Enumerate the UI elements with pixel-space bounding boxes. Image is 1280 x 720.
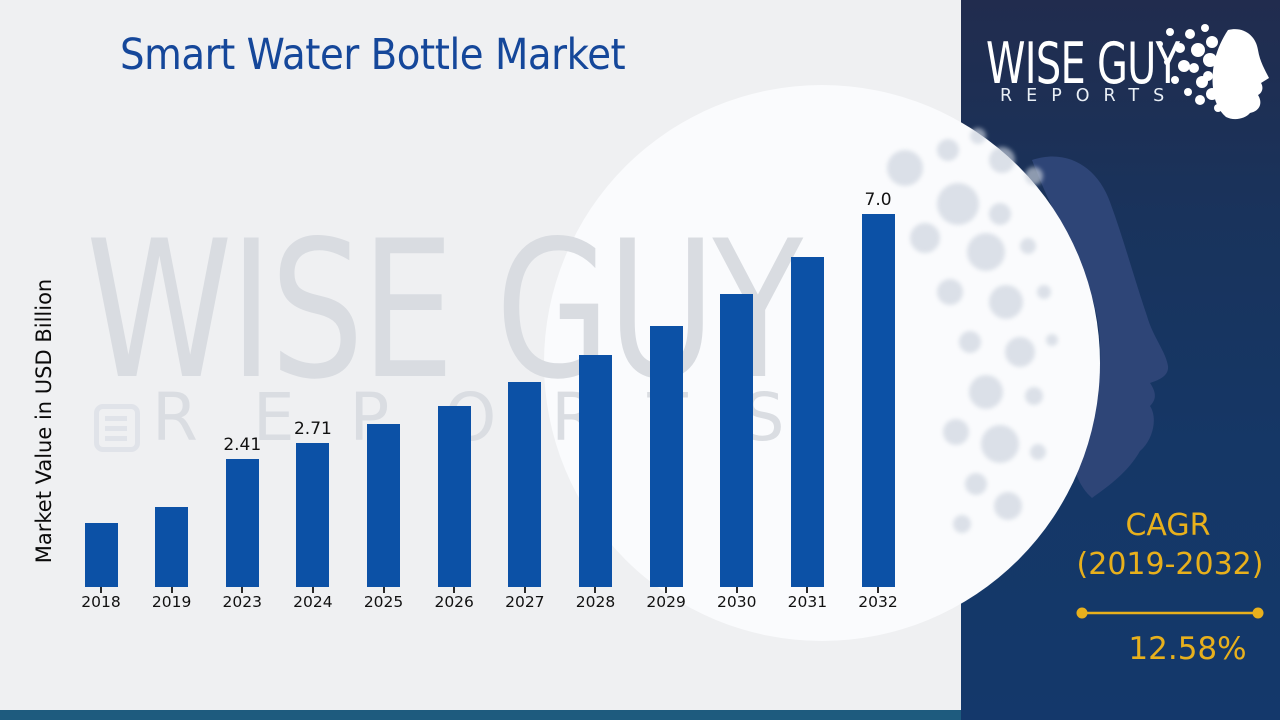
bar-2031 [790,256,824,587]
logo-reports-text: REPORTS [1000,86,1179,106]
x-axis-tick [453,587,456,593]
watermark-wordmark: WISE GUY [86,200,803,421]
y-axis-label: Market Value in USD Billion [32,278,56,564]
x-tick-label-2031: 2031 [787,593,828,611]
x-tick-label-2026: 2026 [434,593,474,611]
bar-2023 [225,458,259,587]
bar-2019 [155,507,189,587]
x-axis-tick [877,587,880,593]
x-tick-label-2018: 2018 [81,593,121,611]
x-tick-label-2027: 2027 [505,593,545,611]
bar-value-label-2023: 2.41 [223,434,262,455]
bar-2025 [367,424,401,587]
x-axis-tick [170,587,173,593]
bar-2027 [508,381,542,587]
footer-accent-strip [0,710,961,720]
x-tick-label-2028: 2028 [575,593,616,611]
bar-2026 [437,405,471,587]
cagr-range: (2019-2032) [1076,547,1264,582]
x-axis-tick [735,587,738,593]
bar-2028 [578,355,612,587]
x-axis-tick [806,587,809,593]
bar-2024 [296,442,330,587]
x-axis-tick [523,587,526,593]
x-axis-tick [594,587,597,593]
x-tick-label-2030: 2030 [717,593,757,611]
x-axis-tick [241,587,244,593]
x-tick-label-2025: 2025 [363,593,404,611]
bar-value-label-2032: 7.0 [864,189,892,210]
x-tick-label-2024: 2024 [293,593,333,611]
face-profile-dots-icon [1157,24,1269,120]
x-axis-tick [311,587,314,593]
bar-value-label-2024: 2.71 [293,418,332,439]
bar-2030 [720,293,754,587]
report-list-icon [94,404,140,452]
x-axis-tick [382,587,385,593]
cagr-label: CAGR [1125,508,1211,543]
x-tick-label-2019: 2019 [151,593,192,611]
x-axis-tick [100,587,102,593]
bar-2029 [649,325,683,587]
x-tick-label-2032: 2032 [858,593,898,611]
x-tick-label-2029: 2029 [646,593,686,611]
x-axis-tick [665,587,668,593]
bar-2018 [84,523,118,587]
logo-wordmark: WISE GUY [986,31,1180,97]
bar-2032 [861,213,895,587]
x-tick-label-2023: 2023 [222,593,262,611]
chart-title: Smart Water Bottle Market [120,30,626,80]
cagr-divider-line [1076,607,1264,619]
cagr-value: 12.58% [1128,631,1247,667]
